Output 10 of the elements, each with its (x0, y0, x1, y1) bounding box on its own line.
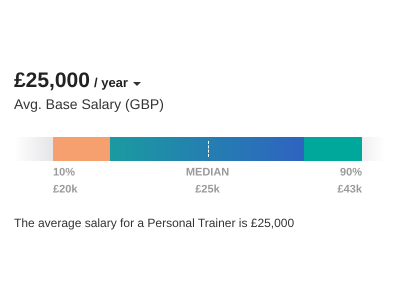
data-label: £43k (338, 184, 363, 196)
data-label: £25k (195, 184, 221, 196)
text: Avg. Base Salary (GBP) (14, 96, 164, 112)
data-label: £20k (53, 184, 78, 196)
text: £25,000 (14, 69, 90, 92)
text: / year (94, 75, 128, 90)
text: The average salary for a Personal Trainer is £25,000 (14, 216, 294, 230)
category-label: 90% (340, 166, 362, 178)
category-label: MEDIAN (186, 166, 230, 178)
category-label: 10% (53, 166, 76, 178)
